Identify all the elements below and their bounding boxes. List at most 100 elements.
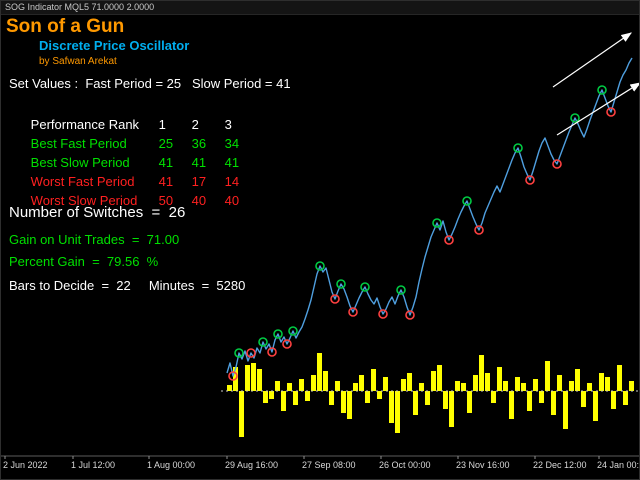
switches-line: Number of Switches = 26 [9,204,186,221]
row-label: Worst Slow Period [30,193,138,208]
histogram-bar [455,381,460,391]
histogram-bar [533,379,538,391]
histogram-bar [587,383,592,391]
table-row: Best Slow Period 41 41 41 [9,140,258,170]
histogram-bar [377,391,382,399]
histogram-bar [473,375,478,391]
histogram-bar [305,391,310,401]
row-value: 41 [224,155,240,170]
histogram-bar [557,375,562,391]
histogram-bar [527,391,532,411]
histogram-bar [491,391,496,403]
buy-marker [570,113,580,123]
histogram-bar [389,391,394,423]
histogram-bar [227,385,232,391]
buy-marker [432,218,442,228]
histogram-bar [365,391,370,403]
trend-arrow [552,32,632,88]
histogram-bar [581,391,586,407]
histogram-bar [347,391,352,419]
row-value: 50 [158,193,174,208]
gain-line: Gain on Unit Trades = 71.00 [9,232,180,247]
histogram-bar [515,377,520,391]
row-value: 25 [158,136,174,151]
table-row: Worst Slow Period 50 40 40 [9,178,258,208]
buy-marker [462,196,472,206]
row-label: Performance Rank [30,117,140,132]
buy-marker [597,85,607,95]
row-value: 14 [224,174,240,189]
axis-label: 27 Sep 08:00 [302,460,356,470]
row-value: 40 [191,193,207,208]
row-label: Best Fast Period [30,136,127,151]
histogram-bar [611,391,616,409]
buy-marker [234,348,244,358]
histogram-bar [497,367,502,391]
axis-label: 1 Aug 00:00 [147,460,196,470]
axis-label: 23 Nov 16:00 [456,460,510,470]
row-value: 41 [191,155,207,170]
row-value: 17 [191,174,207,189]
axis-label: 24 Jan 00:00 [597,460,640,470]
sell-marker [246,348,256,358]
axis-label: 1 Jul 12:00 [71,460,116,470]
histogram-bar [335,381,340,391]
table-row: Best Fast Period 25 36 34 [9,121,258,151]
axis-label: 29 Aug 16:00 [225,460,279,470]
histogram-bar [395,391,400,433]
histogram-bar [539,391,544,403]
histogram-bar [599,373,604,391]
table-row: Performance Rank 1 2 3 [9,102,258,132]
buy-marker [396,285,406,295]
histogram-bar [323,371,328,391]
histogram-bar [239,391,244,437]
histogram-bar [245,365,250,391]
buy-marker [513,143,523,153]
buy-marker [258,337,268,347]
sell-marker [405,310,415,320]
histogram-bar [623,391,628,405]
sell-marker [444,235,454,245]
histogram-bar [281,391,286,411]
histogram-bar [449,391,454,427]
histogram-bar [569,381,574,391]
axis-label: 2 Jun 2022 [3,460,48,470]
row-label: Worst Fast Period [30,174,135,189]
set-values-line: Set Values : Fast Period = 25 Slow Perio… [9,76,291,91]
trend-arrow [556,82,639,136]
buy-marker [273,329,283,339]
histogram-bar [485,373,490,391]
sell-marker [348,307,358,317]
histogram-bar [617,365,622,391]
histogram-bar [317,353,322,391]
histogram-bar [419,383,424,391]
buy-marker [315,261,325,271]
histogram-bar [275,381,280,391]
histogram-bar [503,381,508,391]
buy-marker [336,279,346,289]
table-row: Worst Fast Period 41 17 14 [9,159,258,189]
histogram-bar [407,373,412,391]
histogram-bar [251,363,256,391]
indicator-title: Son of a Gun [6,16,125,37]
histogram-bar [413,391,418,415]
axis-label: 22 Dec 12:00 [533,460,587,470]
performance-table: Performance Rank 1 2 3 Best Fast Period 25 36… [9,102,258,208]
histogram-bar [593,391,598,421]
row-value: 2 [191,117,199,132]
histogram-bar [545,361,550,391]
window-titlebar[interactable]: SOG Indicator MQL5 71.0000 2.0000 [1,1,639,15]
histogram-bar [551,391,556,415]
sell-marker [606,107,616,117]
histogram-bar [311,375,316,391]
indicator-author: by Safwan Arekat [39,56,117,67]
histogram-bar [341,391,346,413]
histogram-bar [467,391,472,413]
buy-marker [360,282,370,292]
sell-marker [378,309,388,319]
row-value: 34 [224,136,240,151]
sell-marker [228,371,238,381]
indicator-subtitle: Discrete Price Oscillator [39,38,190,53]
